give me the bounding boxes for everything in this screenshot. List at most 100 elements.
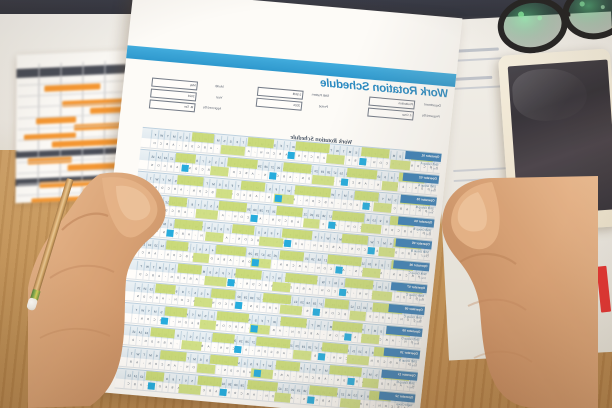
cyan-marked-cell[interactable]: [306, 395, 315, 405]
green-highlight-block: [240, 180, 266, 192]
form-field-value: J. Cruz: [402, 111, 412, 117]
employee-note-text: Line 2: [418, 276, 427, 281]
form-field-value: 2024: [293, 102, 301, 108]
green-highlight-block: [362, 378, 379, 388]
employee-name-text: Operator 02: [418, 174, 438, 181]
cyan-marked-cell[interactable]: [340, 178, 349, 187]
form-field-value: May: [189, 82, 196, 87]
cyan-marked-cell[interactable]: [338, 288, 347, 297]
employee-name-text: Operator 01: [421, 152, 440, 159]
form-field-label: Approved By: [202, 105, 222, 111]
cyan-marked-cell[interactable]: [227, 278, 235, 287]
right-hand: [441, 176, 598, 408]
cyan-marked-cell[interactable]: [283, 239, 292, 248]
cyan-marked-cell[interactable]: [367, 246, 376, 255]
form-field-box[interactable]: J. Cruz: [367, 107, 415, 121]
employee-name-text: Operator 06: [409, 262, 428, 268]
employee-note-text: Line 3: [416, 298, 424, 303]
cyan-marked-cell[interactable]: [250, 214, 258, 223]
cyan-marked-cell[interactable]: [233, 345, 242, 354]
employee-name-text: Operator 05: [411, 240, 431, 246]
employee-name-text: Operator 04: [414, 218, 433, 225]
green-highlight-block: [373, 202, 392, 213]
cyan-marked-cell[interactable]: [317, 352, 326, 361]
cyan-marked-cell[interactable]: [234, 301, 243, 310]
green-highlight-block: [191, 131, 215, 144]
green-highlight-block: [339, 398, 361, 408]
green-highlight-block: [275, 359, 301, 372]
green-highlight-block: [175, 152, 197, 164]
form-field-label: Month: [214, 84, 224, 89]
cyan-marked-cell[interactable]: [358, 157, 367, 166]
green-highlight-block: [326, 154, 345, 165]
green-highlight-block: [361, 267, 381, 278]
employee-note-text: Line 1: [426, 210, 434, 215]
cyan-marked-cell[interactable]: [250, 324, 259, 333]
cyan-marked-cell[interactable]: [362, 201, 370, 211]
green-highlight-block: [210, 288, 236, 300]
cyan-marked-cell[interactable]: [327, 221, 336, 230]
green-highlight-block: [381, 181, 399, 191]
cyan-marked-cell[interactable]: [268, 171, 277, 180]
green-highlight-block: [378, 247, 396, 257]
employee-name-text: Operator 11: [397, 371, 416, 378]
green-highlight-block: [292, 350, 312, 360]
form-field-value: M. Tan: [184, 103, 194, 109]
left-hand: [28, 172, 166, 408]
cyan-marked-cell[interactable]: [253, 369, 262, 378]
employee-name-text: Operator 10: [399, 349, 419, 356]
form-field-value: 3 Shift: [292, 91, 302, 97]
employee-note-text: Line 4: [406, 385, 415, 390]
green-highlight-block: [273, 392, 291, 403]
green-highlight-block: [210, 166, 229, 177]
cyan-marked-cell[interactable]: [251, 258, 260, 267]
employee-note-text: Line 4: [409, 364, 417, 368]
employee-note-text: Line 3: [414, 320, 422, 324]
cyan-marked-cell[interactable]: [312, 308, 321, 317]
form-field-box[interactable]: M. Tan: [148, 99, 196, 113]
green-highlight-block: [271, 282, 291, 292]
green-highlight-block: [215, 188, 233, 199]
employee-name-text: Operator 03: [416, 196, 435, 203]
green-highlight-block: [360, 334, 380, 344]
green-highlight-block: [231, 223, 255, 236]
green-highlight-block: [212, 332, 235, 344]
shift-cell[interactable]: D: [149, 138, 159, 149]
form-field-label: Shift Pattern: [311, 92, 330, 99]
employee-note-text: Line 1: [430, 167, 439, 171]
cyan-marked-cell[interactable]: [274, 194, 283, 203]
pencil-eraser: [25, 297, 39, 312]
employee-note-text: Line 1: [428, 189, 436, 193]
cyan-marked-cell[interactable]: [347, 377, 355, 386]
form-field-label: Department: [424, 102, 442, 108]
form-field-label: Period: [318, 104, 329, 109]
cyan-marked-cell[interactable]: [219, 388, 228, 397]
green-highlight-block: [354, 190, 380, 202]
eyeglasses: [497, 0, 612, 54]
green-highlight-block: [302, 218, 320, 229]
cyan-marked-cell[interactable]: [287, 151, 296, 160]
cyan-marked-cell[interactable]: [335, 265, 343, 275]
employee-note-text: Line 3: [411, 342, 420, 346]
employee-name-text: Operator 07: [407, 284, 426, 290]
red-chart-bar: [596, 265, 612, 313]
form-field-value: Production: [398, 100, 414, 106]
green-highlight-block: [360, 223, 382, 234]
green-highlight-block: [371, 290, 393, 301]
form-field-value: 2024: [187, 93, 195, 98]
green-highlight-block: [324, 298, 350, 310]
employee-name-text: Operator 09: [402, 327, 421, 334]
employee-note-text: Line 2: [423, 232, 432, 237]
employee-name-text: Operator 08: [404, 306, 423, 312]
form-field-label: Year: [215, 95, 223, 100]
employee-name-text: Operator 12: [395, 393, 414, 400]
gantt-bar: [44, 83, 101, 92]
cyan-marked-cell[interactable]: [343, 332, 352, 342]
green-highlight-block: [389, 160, 411, 170]
form-field-label: Prepared By: [421, 113, 440, 119]
form-field-box[interactable]: 2024: [255, 97, 303, 111]
green-highlight-block: [349, 311, 367, 321]
employee-note-text: Line 2: [421, 254, 429, 259]
green-highlight-block: [279, 249, 305, 262]
